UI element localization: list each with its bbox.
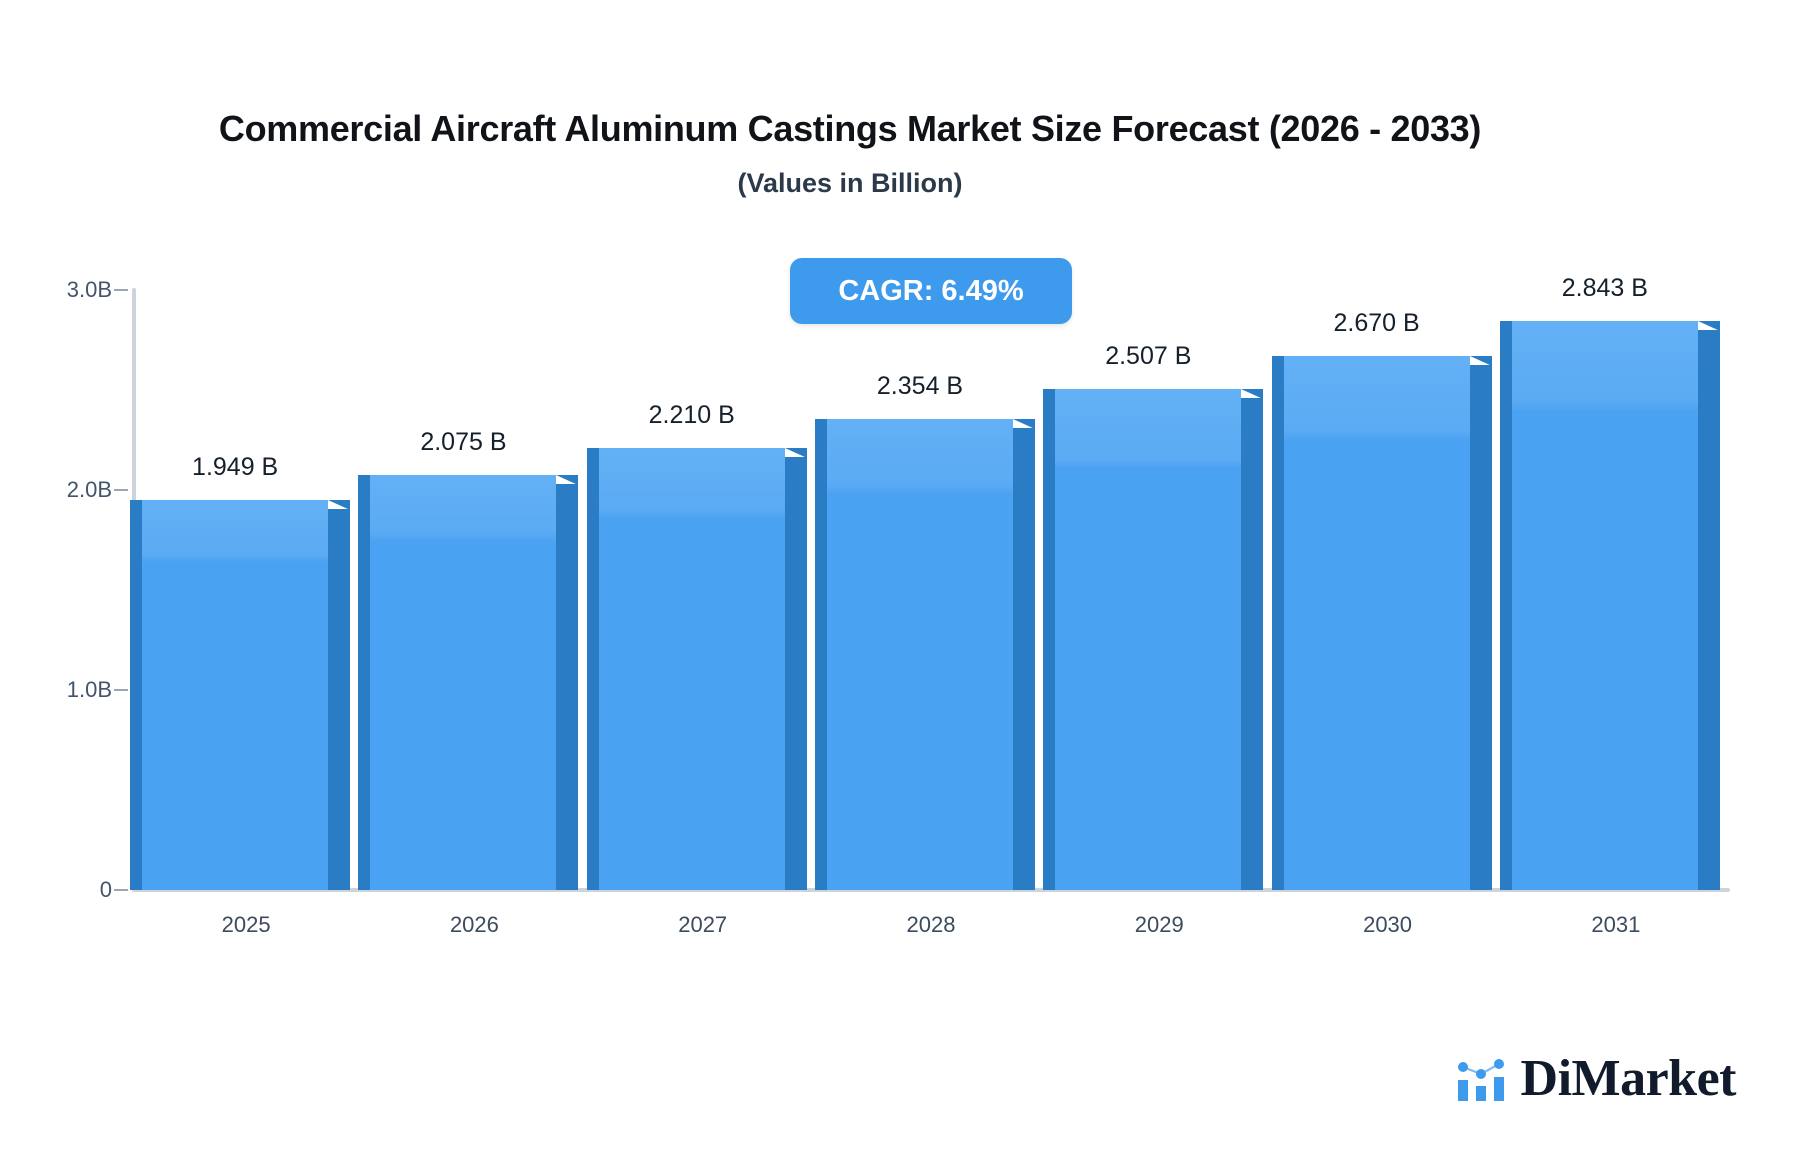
bar-top-bevel [328, 500, 351, 511]
bar-top-bevel [1697, 321, 1720, 332]
bar-side-face [1013, 428, 1035, 890]
bar-top-bevel [1013, 419, 1035, 430]
cagr-badge-label: CAGR: 6.49% [838, 274, 1024, 307]
bar: 1.949 B [130, 453, 351, 890]
logo-text: DiMarket [1520, 1050, 1737, 1107]
x-axis-tick-label: 2030 [1363, 912, 1413, 937]
x-axis-tick-label: 2025 [221, 912, 271, 937]
bar-side-face [1469, 365, 1492, 890]
logo: DiMarket [1455, 1049, 1737, 1108]
y-axis-tick-mark [114, 689, 128, 691]
bar-left-edge [358, 475, 371, 890]
bar: 2.210 B [586, 401, 807, 890]
y-axis-tick-mark [114, 489, 128, 491]
bar-face [1511, 321, 1698, 890]
x-axis-tick-label: 2031 [1591, 912, 1641, 937]
x-axis-tick-label: 2028 [906, 912, 956, 937]
y-axis-tick-label: 0 [99, 877, 112, 902]
chart-subtitle: (Values in Billion) [737, 168, 963, 198]
bar-left-edge [1271, 356, 1284, 890]
dimarket-logo-icon [1457, 1058, 1504, 1101]
bar-value-label: 2.354 B [876, 372, 964, 401]
bar: 2.670 B [1271, 309, 1492, 890]
bar: 2.354 B [815, 372, 1035, 890]
bar-left-edge [1499, 321, 1512, 890]
bar-value-label: 2.670 B [1333, 309, 1420, 337]
bar-face [827, 419, 1013, 890]
x-axis-tick-label: 2029 [1134, 912, 1184, 937]
bar-left-edge [1043, 388, 1056, 890]
bar-value-label: 2.507 B [1105, 341, 1192, 370]
y-axis-tick-label: 3.0B [66, 277, 112, 302]
bar-face [370, 475, 557, 890]
bar-side-face [556, 484, 579, 890]
bar: 2.075 B [358, 428, 579, 890]
y-axis-tick-mark [114, 889, 128, 891]
bar: 2.843 B [1499, 274, 1720, 890]
bar-top-bevel [1469, 356, 1492, 366]
bar-left-edge [586, 448, 599, 890]
bar-side-face [1241, 397, 1264, 890]
bar-top-bevel [1241, 388, 1264, 399]
bar-face [598, 448, 785, 890]
bar-left-edge [130, 500, 143, 890]
bar: 2.507 B [1043, 342, 1264, 890]
chart-title: Commercial Aircraft Aluminum Castings Ma… [218, 108, 1482, 149]
y-axis-tick-mark [114, 289, 128, 291]
bar-value-label: 2.210 B [648, 401, 735, 429]
x-axis-tick-label: 2026 [449, 912, 499, 937]
bar-face [1283, 356, 1470, 890]
bar-series: 1.949 B 2.075 B 2.210 B 2.354 B 2.507 B 2.670… [130, 274, 1730, 890]
bar-face [1055, 388, 1242, 890]
bar-side-face [328, 509, 351, 890]
cagr-badge: CAGR: 6.49% [790, 258, 1072, 324]
y-axis-tick-label: 1.0B [66, 677, 112, 702]
x-axis-tick-label: 2027 [678, 912, 728, 937]
bar-side-face [1697, 330, 1720, 890]
bar-value-label: 2.843 B [1561, 274, 1648, 303]
bar-face [142, 500, 329, 890]
bar-left-edge [815, 419, 827, 890]
bar-top-bevel [556, 475, 579, 485]
x-axis-line [132, 888, 1730, 892]
bar-value-label: 1.949 B [192, 453, 279, 482]
bar-value-label: 2.075 B [420, 428, 507, 456]
bar-top-bevel [784, 448, 807, 458]
bar-side-face [784, 457, 807, 890]
y-axis-tick-label: 2.0B [66, 477, 112, 502]
